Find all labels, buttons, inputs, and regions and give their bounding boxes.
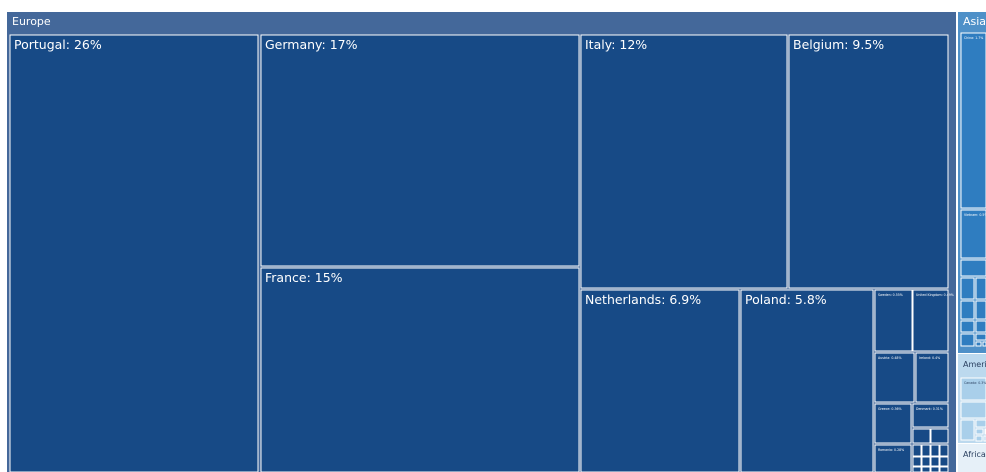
treemap-tile-denmark <box>912 403 949 428</box>
treemap-tile-ireland <box>915 352 949 403</box>
treemap-tile-europe-minor-4 <box>921 444 931 457</box>
treemap-tile-asia-minor-2 <box>960 277 975 300</box>
treemap-tile-netherlands-label: Netherlands: 6.9% <box>585 292 701 307</box>
treemap-tile-sweden-label: Sweden: 0.55% <box>878 293 903 297</box>
treemap-tile-europe-minor-8 <box>921 456 931 467</box>
treemap-tile-americas-minor-6 <box>983 435 986 442</box>
treemap-tile-germany <box>260 34 580 267</box>
treemap-tile-asia-minor-3 <box>975 277 986 300</box>
treemap-tile-netherlands <box>580 289 740 472</box>
treemap-tile-italy-label: Italy: 12% <box>585 37 647 52</box>
treemap-tile-asia-minor-9 <box>975 333 986 341</box>
treemap-tile-vietnam-label: Vietnam: 0.5% <box>964 213 986 217</box>
treemap-tile-europe-minor-6 <box>939 444 949 457</box>
treemap-tile-united-kingdom-label: United Kingdom: 0.49% <box>916 293 954 297</box>
treemap-tile-canada-label: Canada: 0.3% <box>964 381 986 385</box>
treemap-tile-americas-minor-2 <box>975 419 986 428</box>
treemap-tile-austria <box>874 352 915 403</box>
treemap-tile-asia-minor-10 <box>975 341 982 347</box>
treemap-tile-europe-minor-7 <box>912 456 922 467</box>
treemap-tile-canada <box>960 377 986 401</box>
treemap-group-africa-background <box>958 444 986 472</box>
treemap-tile-europe-minor-11 <box>912 466 922 472</box>
treemap-tile-europe-minor-3 <box>912 444 922 457</box>
treemap-tile-greece-label: Greece: 0.36% <box>878 407 902 411</box>
treemap-group-americas: Americas Canada: 0.3% <box>958 354 986 443</box>
treemap-group-europe: Europe Portugal: 26% Germany: 17% France: 1… <box>7 12 956 472</box>
treemap-tile-asia-minor-5 <box>975 300 986 320</box>
treemap-tile-europe-minor-13 <box>930 466 940 472</box>
treemap-tile-sweden <box>874 289 913 352</box>
treemap-group-africa: Africa <box>958 444 986 472</box>
treemap-tile-americas-minor-5 <box>975 435 983 442</box>
treemap-tile-europe-minor-2 <box>930 428 949 444</box>
treemap-tile-asia-minor-4 <box>960 300 975 320</box>
treemap-tile-china <box>960 32 986 209</box>
treemap-tile-romania <box>874 444 912 472</box>
treemap-tile-mexico <box>960 401 986 419</box>
treemap-tile-poland <box>740 289 874 472</box>
treemap-tile-europe-minor-5 <box>930 444 940 457</box>
treemap-tile-europe-minor-14 <box>939 466 949 472</box>
treemap-tile-asia-minor-7 <box>975 320 986 333</box>
treemap-tile-romania-label: Romania: 0.28% <box>878 448 904 452</box>
treemap-tile-austria-label: Austria: 0.48% <box>878 356 901 360</box>
treemap-tile-france-label: France: 15% <box>265 270 343 285</box>
treemap-group-europe-label: Europe <box>12 15 51 28</box>
treemap-tile-portugal <box>9 34 259 472</box>
treemap-tile-italy <box>580 34 788 289</box>
treemap-tile-belgium <box>788 34 949 289</box>
treemap-tile-americas-minor-3 <box>975 428 984 435</box>
treemap-tile-united-kingdom <box>912 289 949 352</box>
treemap-group-africa-label: Africa <box>963 450 986 459</box>
treemap-group-asia-label: Asia <box>963 15 986 28</box>
treemap-tile-ireland-label: Ireland: 0.4% <box>919 356 940 360</box>
treemap-tile-denmark-label: Denmark: 0.31% <box>916 407 943 411</box>
treemap-tile-asia-minor-6 <box>960 320 975 333</box>
treemap-tile-china-label: China: 1.7% <box>964 36 983 40</box>
treemap-tile-europe-minor-1 <box>912 428 931 444</box>
treemap-tile-europe-minor-10 <box>939 456 949 467</box>
treemap-tile-france <box>260 267 580 472</box>
treemap-group-americas-label: Americas <box>963 360 986 369</box>
treemap-tile-asia-minor-11 <box>982 341 986 347</box>
treemap-tile-portugal-label: Portugal: 26% <box>14 37 102 52</box>
treemap-tile-asia-minor-1 <box>960 259 986 277</box>
treemap-tile-belgium-label: Belgium: 9.5% <box>793 37 884 52</box>
treemap-tile-greece <box>874 403 912 444</box>
treemap-tile-americas-minor-1 <box>960 419 975 441</box>
treemap-tile-europe-minor-9 <box>930 456 940 467</box>
treemap-tile-germany-label: Germany: 17% <box>265 37 358 52</box>
treemap-tile-europe-minor-12 <box>921 466 931 472</box>
treemap-group-asia: Asia China: 1.7% Vietnam: 0.5% <box>958 12 986 353</box>
treemap-tile-poland-label: Poland: 5.8% <box>745 292 827 307</box>
treemap-tile-asia-minor-8 <box>960 333 975 347</box>
treemap-tile-vietnam <box>960 209 986 259</box>
